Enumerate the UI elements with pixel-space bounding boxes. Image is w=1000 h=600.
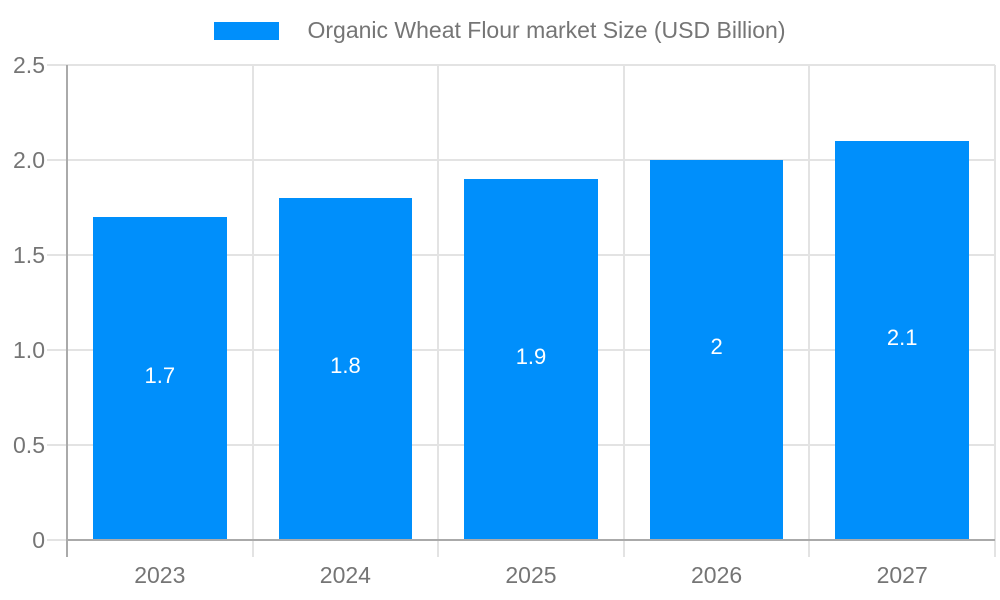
- bar-value-label: 1.8: [330, 353, 361, 378]
- bar-2027[interactable]: 2.1: [835, 141, 969, 540]
- bar-2026[interactable]: 2: [649, 160, 784, 540]
- bar-value-label: 2.1: [886, 324, 918, 350]
- bar-2024[interactable]: 1.8: [278, 198, 413, 540]
- y-tick-label: 1.0: [13, 337, 45, 363]
- gridline-x: [994, 65, 996, 557]
- x-tick-label: 2026: [691, 562, 743, 588]
- y-axis-line: [66, 65, 68, 557]
- gridline-x: [622, 65, 625, 557]
- x-tick-label: 2025: [505, 562, 557, 588]
- legend-label: Organic Wheat Flour market Size (USD Bil…: [307, 17, 786, 43]
- legend-item[interactable]: Organic Wheat Flour market Size (USD Bil…: [214, 17, 786, 44]
- gridline-x: [437, 65, 440, 557]
- gridline-x: [251, 65, 254, 557]
- gridline-y: [47, 159, 995, 161]
- x-axis-labels: 2023 2024 2025 2026 2027: [67, 558, 995, 592]
- plot-area: 1.7 1.8 1.9 2 2.1: [47, 64, 996, 557]
- y-tick-label: 0: [32, 527, 45, 553]
- bar-value-label: 1.7: [144, 362, 176, 388]
- bar-2025[interactable]: 1.9: [464, 179, 598, 540]
- y-axis-labels: 0 0.5 1.0 1.5 2.0 2.5: [0, 52, 45, 553]
- x-tick-label: 2027: [876, 562, 928, 588]
- gridline-x: [808, 65, 811, 557]
- x-tick-label: 2023: [134, 562, 186, 588]
- bar-value-label: 1.9: [515, 343, 547, 369]
- bar-value-label: 2: [710, 334, 723, 359]
- y-tick-label: 1.5: [13, 242, 45, 268]
- y-tick-label: 2.0: [13, 147, 45, 173]
- y-tick-label: 0.5: [13, 432, 45, 458]
- x-axis-line: [67, 539, 995, 541]
- bar-2023[interactable]: 1.7: [92, 217, 227, 540]
- legend: Organic Wheat Flour market Size (USD Bil…: [0, 17, 1000, 44]
- legend-swatch-icon: [214, 21, 280, 40]
- x-tick-label: 2024: [319, 562, 371, 588]
- gridline-y: [47, 64, 995, 66]
- y-tick-label: 2.5: [13, 52, 45, 78]
